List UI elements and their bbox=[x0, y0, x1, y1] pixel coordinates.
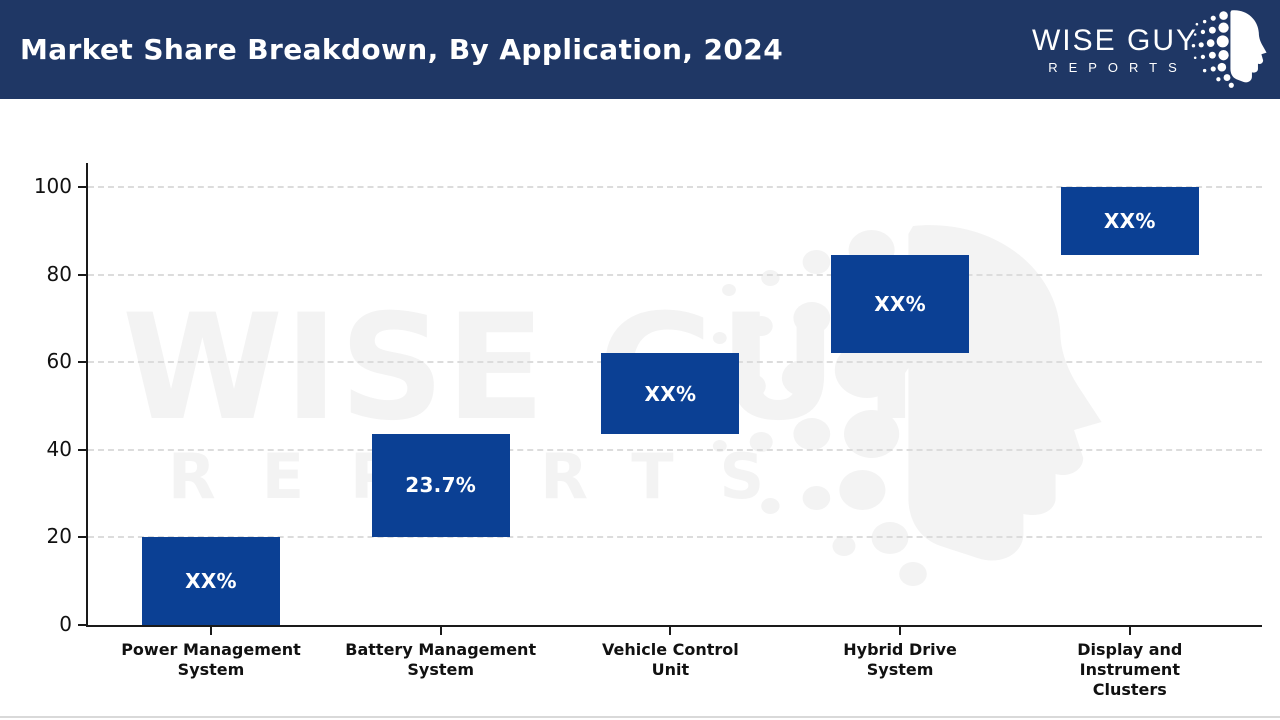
brand-logo-text: WISE GUY REPORTS bbox=[1032, 24, 1198, 75]
x-category-label-line: Display and bbox=[1077, 640, 1183, 659]
y-tick bbox=[78, 186, 87, 188]
bar-value-label: XX% bbox=[874, 292, 926, 317]
x-category-label-line: Clusters bbox=[1092, 680, 1167, 699]
x-category-label: Display and Instrument Clusters bbox=[1015, 640, 1245, 700]
x-category-label-line: System bbox=[407, 660, 475, 679]
header-banner: Market Share Breakdown, By Application, … bbox=[0, 0, 1280, 99]
y-tick-label: 60 bbox=[46, 349, 72, 374]
x-axis-spine bbox=[86, 625, 1262, 627]
x-category-label-line: Instrument bbox=[1079, 660, 1180, 679]
gridline bbox=[88, 186, 1262, 188]
x-tick bbox=[210, 627, 212, 635]
bar: XX% bbox=[142, 537, 280, 625]
x-category-label: Vehicle Control Unit bbox=[555, 640, 785, 680]
gridline bbox=[88, 273, 1262, 276]
brand-logo: WISE GUY REPORTS bbox=[1032, 7, 1280, 93]
bottom-border bbox=[0, 716, 1280, 718]
y-tick-label: 40 bbox=[46, 436, 72, 461]
x-category-label-line: Battery Management bbox=[345, 640, 537, 659]
x-tick bbox=[1128, 627, 1131, 635]
x-category-label-line: System bbox=[177, 660, 245, 679]
bar-value-label: XX% bbox=[185, 569, 237, 594]
x-category-label-line: Hybrid Drive bbox=[843, 640, 957, 659]
gridline bbox=[88, 448, 1262, 451]
gridline bbox=[88, 536, 1262, 539]
y-tick-label: 20 bbox=[46, 524, 72, 549]
y-tick-label: 0 bbox=[59, 612, 72, 636]
y-axis-spine bbox=[86, 163, 88, 627]
bar: XX% bbox=[601, 353, 740, 434]
bar-value-label: XX% bbox=[1103, 208, 1156, 233]
y-tick-label: 80 bbox=[46, 261, 72, 286]
y-tick-label: 100 bbox=[33, 174, 72, 198]
x-category-label-line: Power Management bbox=[121, 640, 301, 659]
y-tick bbox=[78, 361, 87, 364]
x-category-label-line: System bbox=[866, 660, 934, 679]
y-tick bbox=[78, 624, 87, 626]
brand-subname: REPORTS bbox=[1048, 60, 1188, 75]
x-tick bbox=[439, 627, 442, 635]
bar-value-label: XX% bbox=[644, 381, 697, 406]
x-tick bbox=[669, 627, 672, 635]
y-tick bbox=[78, 448, 87, 451]
chart-title: Market Share Breakdown, By Application, … bbox=[20, 33, 784, 66]
y-tick bbox=[78, 273, 87, 276]
bar-value-label: 23.7% bbox=[405, 473, 477, 498]
bar: 23.7% bbox=[371, 433, 510, 538]
y-tick bbox=[78, 536, 87, 539]
x-category-label: Power Management System bbox=[96, 640, 326, 680]
brand-name: WISE GUY bbox=[1031, 24, 1198, 57]
x-tick bbox=[899, 627, 902, 635]
x-category-label-line: Vehicle Control bbox=[602, 640, 739, 659]
wiseguy-head-logo-icon bbox=[1191, 9, 1267, 88]
bar: XX% bbox=[1060, 187, 1199, 255]
x-category-label: Hybrid Drive System bbox=[785, 640, 1015, 680]
x-category-label: Battery Management System bbox=[326, 640, 556, 680]
x-category-label-line: Unit bbox=[651, 660, 690, 679]
bar: XX% bbox=[831, 254, 970, 354]
